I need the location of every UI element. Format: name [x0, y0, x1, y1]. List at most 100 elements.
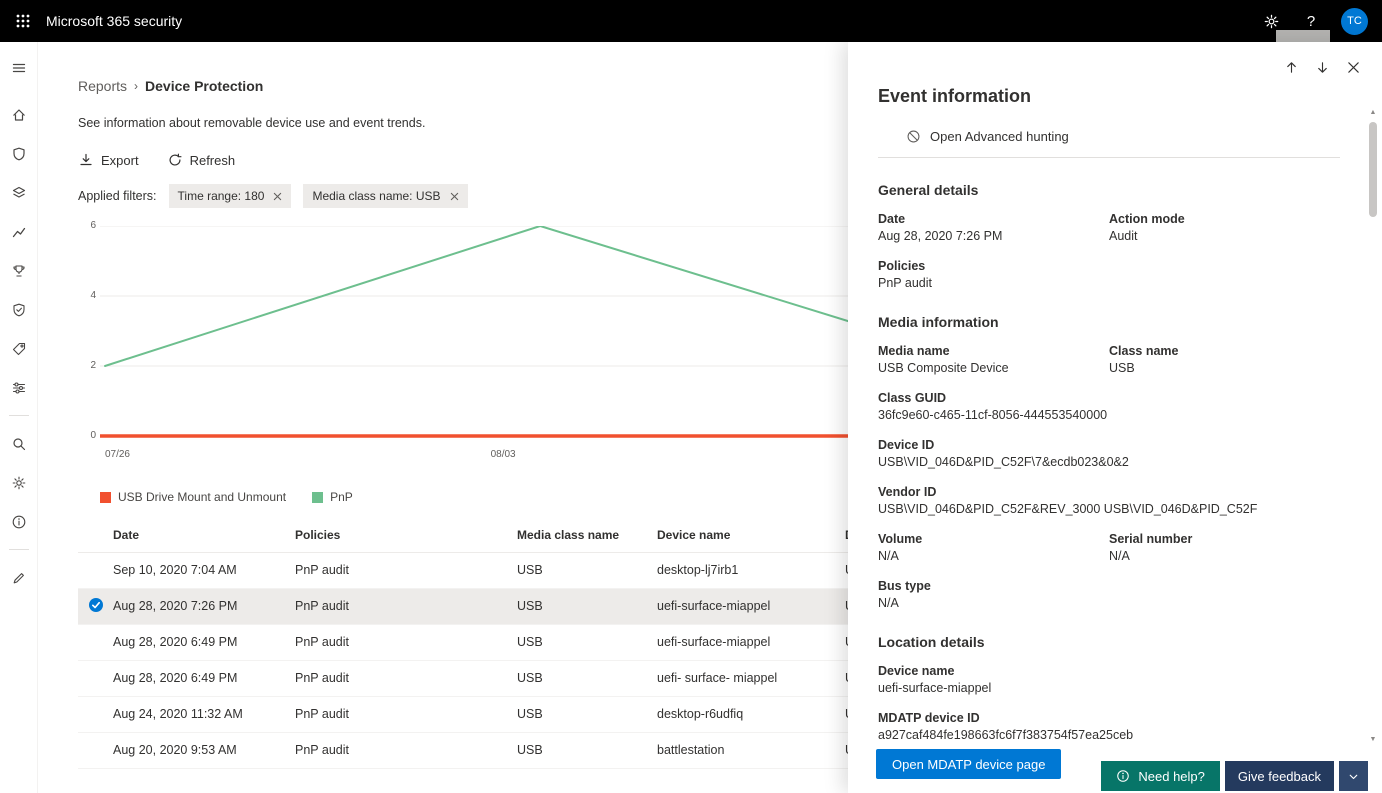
legend-item-usb-mount: USB Drive Mount and Unmount	[100, 490, 286, 504]
cell-media-class: USB	[517, 696, 657, 733]
next-item-down-arrow-icon[interactable]	[1313, 58, 1331, 76]
y-axis-tick-label: 0	[90, 430, 96, 441]
give-feedback-button[interactable]: Give feedback	[1224, 761, 1334, 791]
selected-check-icon	[88, 597, 103, 612]
rail-divider	[8, 549, 29, 550]
help-icon[interactable]: ?	[1306, 12, 1316, 30]
cell-media-class: USB	[517, 552, 657, 589]
x-axis-tick-label: 08/03	[490, 449, 516, 460]
breadcrumb-reports-link[interactable]: Reports	[78, 78, 128, 94]
close-panel-icon[interactable]	[1344, 58, 1362, 76]
nav-secure-score-trophy-icon[interactable]	[0, 251, 38, 290]
section-heading-media: Media information	[878, 314, 999, 330]
filter-chip-time-range[interactable]: Time range: 180	[168, 184, 292, 208]
open-advanced-hunting-label: Open Advanced hunting	[930, 128, 1069, 144]
export-button[interactable]: Export	[78, 152, 139, 168]
cell-date: Aug 24, 2020 11:32 AM	[113, 696, 295, 733]
filter-chip-media-class[interactable]: Media class name: USB	[303, 184, 468, 208]
field-class-guid: Class GUID 36fc9e60-c465-11cf-8056-44455…	[878, 391, 1108, 422]
filter-chip-label: Time range: 180	[177, 189, 265, 203]
download-icon	[80, 153, 92, 166]
page-description: See information about removable device u…	[78, 116, 426, 130]
scrollbar-down-arrow-icon[interactable]: ▼	[1369, 736, 1377, 743]
tooltip-artifact	[1276, 30, 1330, 45]
product-title: Microsoft 365 security	[46, 13, 183, 29]
scrollbar-thumb[interactable]	[1369, 122, 1377, 217]
feedback-expand-button[interactable]	[1339, 761, 1368, 791]
help-button-group: Need help? Give feedback	[1101, 761, 1368, 791]
app-launcher-waffle-icon[interactable]	[0, 0, 46, 42]
info-icon	[1117, 770, 1130, 782]
column-header-device-name[interactable]: Device name	[657, 518, 845, 553]
chart-x-axis: 07/26 08/03	[100, 449, 1340, 467]
filter-chip-label: Media class name: USB	[312, 189, 441, 203]
cell-date: Aug 28, 2020 6:49 PM	[113, 624, 295, 661]
nav-classification-tag-icon[interactable]	[0, 329, 38, 368]
field-action-mode: Action mode Audit	[1109, 212, 1185, 243]
cell-policies: PnP audit	[295, 588, 517, 625]
remove-filter-icon[interactable]	[450, 192, 459, 201]
command-bar: Export Refresh	[78, 152, 1382, 168]
panel-scrollbar[interactable]: ▲ ▼	[1367, 108, 1379, 745]
cell-media-class: USB	[517, 588, 657, 625]
legend-item-pnp: PnP	[312, 490, 353, 504]
cell-device-name: desktop-lj7irb1	[657, 552, 845, 589]
y-axis-tick-label: 4	[90, 290, 96, 301]
previous-item-up-arrow-icon[interactable]	[1282, 58, 1300, 76]
field-media-name: Media name USB Composite Device	[878, 344, 1009, 375]
cell-policies: PnP audit	[295, 624, 517, 661]
open-advanced-hunting-button[interactable]: Open Advanced hunting	[906, 123, 1340, 149]
cell-policies: PnP audit	[295, 696, 517, 733]
nav-action-center-icon[interactable]	[0, 173, 38, 212]
cell-date: Aug 20, 2020 9:53 AM	[113, 732, 295, 769]
refresh-button[interactable]: Refresh	[167, 152, 235, 168]
nav-settings-gear-icon[interactable]	[0, 463, 38, 502]
nav-alerts-shield-icon[interactable]	[0, 134, 38, 173]
nav-more-resources-info-icon[interactable]	[0, 502, 38, 541]
field-date: Date Aug 28, 2020 7:26 PM	[878, 212, 1003, 243]
topbar: Microsoft 365 security ? TC	[0, 0, 1382, 42]
legend-swatch-red	[100, 491, 111, 503]
need-help-button[interactable]: Need help?	[1101, 761, 1220, 791]
nav-policies-shield-check-icon[interactable]	[0, 290, 38, 329]
open-mdatp-device-page-button[interactable]: Open MDATP device page	[876, 749, 1062, 779]
panel-title: Event information	[878, 86, 1032, 106]
nav-search-icon[interactable]	[0, 424, 38, 463]
cell-date: Aug 28, 2020 7:26 PM	[113, 588, 295, 625]
breadcrumb: Reports › Device Protection	[78, 78, 1382, 94]
table-row[interactable]: Aug 24, 2020 11:32 AM PnP audit USB desk…	[78, 696, 1028, 733]
x-axis-tick-label: 07/26	[104, 449, 130, 460]
cell-device-name: uefi-surface-miappel	[657, 624, 845, 661]
cell-policies: PnP audit	[295, 732, 517, 769]
field-mdatp-device-id: MDATP device ID a927caf484fe198663fc6f7f…	[878, 711, 1134, 742]
field-serial-number: Serial number N/A	[1109, 532, 1193, 563]
cell-media-class: USB	[517, 624, 657, 661]
table-row[interactable]: Aug 28, 2020 6:49 PM PnP audit USB uefi-…	[78, 660, 1028, 697]
remove-filter-icon[interactable]	[273, 192, 282, 201]
left-nav-rail	[0, 42, 38, 793]
breadcrumb-separator: ›	[134, 79, 139, 93]
avatar[interactable]: TC	[1341, 7, 1368, 35]
field-device-id: Device ID USB\VID_046D&PID_C52F\7&ecdb02…	[878, 438, 1129, 469]
cell-device-name: uefi- surface- miappel	[657, 660, 845, 697]
field-policies: Policies PnP audit	[878, 259, 932, 290]
cell-date: Sep 10, 2020 7:04 AM	[113, 552, 295, 589]
panel-divider	[878, 157, 1340, 158]
column-header-policies[interactable]: Policies	[295, 518, 517, 553]
scrollbar-up-arrow-icon[interactable]: ▲	[1369, 109, 1377, 116]
cell-policies: PnP audit	[295, 660, 517, 697]
column-header-date[interactable]: Date	[113, 518, 295, 553]
need-help-label: Need help?	[1138, 768, 1205, 784]
nav-home-icon[interactable]	[0, 95, 38, 134]
column-header-media-class[interactable]: Media class name	[517, 518, 657, 553]
nav-permissions-sliders-icon[interactable]	[0, 368, 38, 407]
scrollbar-track[interactable]	[1367, 118, 1379, 735]
chart-legend: USB Drive Mount and Unmount PnP	[100, 490, 1382, 504]
field-location-device-name: Device name uefi-surface-miappel	[878, 664, 992, 695]
nav-collapse-hamburger-icon[interactable]	[0, 48, 38, 87]
field-class-name: Class name USB	[1109, 344, 1179, 375]
nav-reports-chart-icon[interactable]	[0, 212, 38, 251]
y-axis-tick-label: 2	[90, 360, 96, 371]
nav-customize-pencil-icon[interactable]	[0, 558, 38, 597]
settings-gear-icon[interactable]	[1261, 11, 1281, 31]
